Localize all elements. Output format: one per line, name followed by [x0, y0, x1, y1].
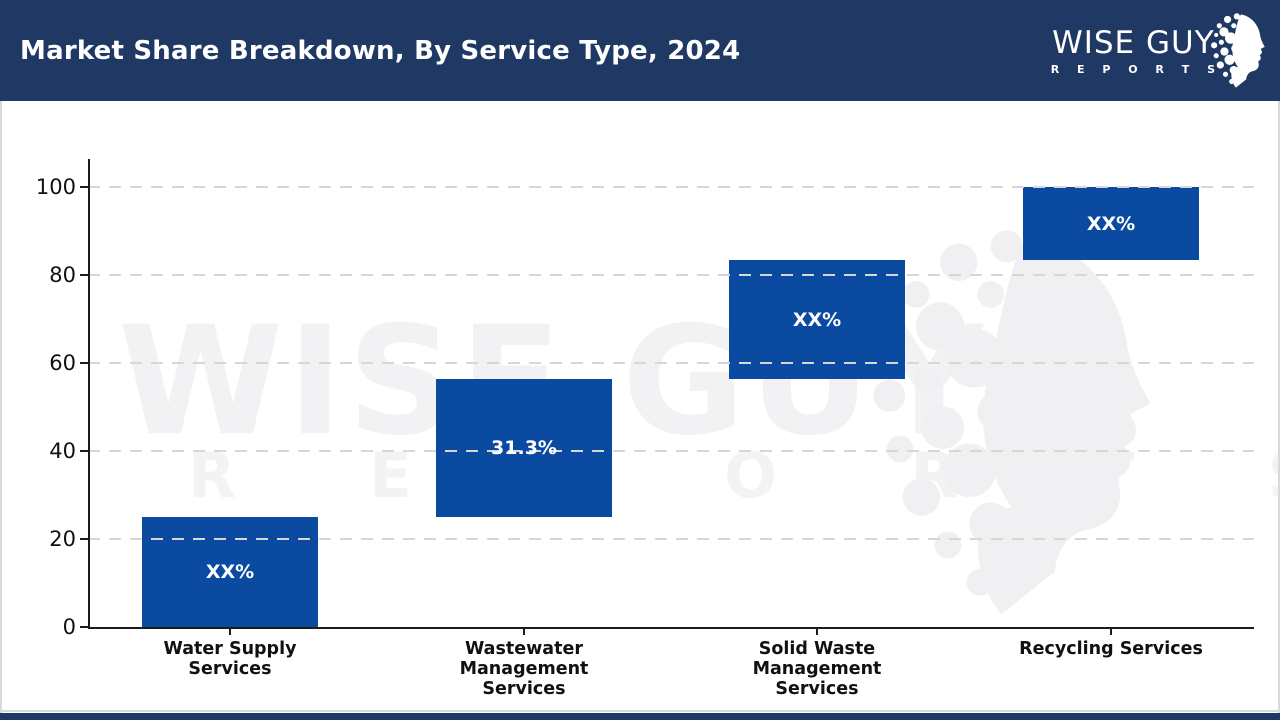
- x-category-label: Recycling Services: [1019, 639, 1203, 659]
- x-tick: [816, 629, 818, 635]
- bar-value-label: XX%: [1086, 212, 1136, 235]
- x-tick: [1110, 629, 1112, 635]
- y-tick: [80, 450, 88, 452]
- logo-word: WISE GUY: [1052, 25, 1215, 61]
- y-tick: [80, 362, 88, 364]
- watermark-head-icon: [873, 230, 1151, 615]
- y-axis-label: 100: [35, 175, 76, 199]
- bar: [1023, 187, 1199, 261]
- y-tick: [80, 274, 88, 276]
- logo-subtext: R E P O R T S: [1050, 63, 1222, 76]
- bar: [729, 260, 905, 380]
- x-tick: [523, 629, 525, 635]
- frame-border-bottom: [0, 710, 1280, 712]
- gridline: [88, 538, 1254, 540]
- chart-area: WISE GUY R E P O R T S 0 20 40 60 80 100 Water…: [0, 101, 1280, 713]
- bar: [436, 379, 612, 517]
- bar: [142, 517, 318, 627]
- x-category-label: Water Supply Services: [163, 639, 297, 679]
- y-axis: [88, 159, 90, 629]
- wiseguy-logo: WISE GUY R E P O R T S: [1045, 4, 1272, 98]
- y-axis-label: 20: [49, 527, 76, 551]
- y-axis-label: 60: [49, 351, 76, 375]
- y-tick: [80, 538, 88, 540]
- head-logo-icon: [1211, 13, 1265, 88]
- x-tick: [229, 629, 231, 635]
- x-category-label: Wastewater Management Services: [459, 639, 589, 699]
- y-axis-label: 40: [49, 439, 76, 463]
- x-axis: [88, 627, 1254, 629]
- y-axis-label: 0: [62, 615, 76, 639]
- footer-bar: [0, 713, 1280, 720]
- gridline: [88, 274, 1254, 276]
- gridline: [88, 450, 1254, 452]
- x-category-label: Solid Waste Management Services: [752, 639, 882, 699]
- gridline: [88, 186, 1254, 188]
- bar-value-label: XX%: [792, 308, 842, 331]
- y-tick: [80, 626, 88, 628]
- frame-border-left: [0, 101, 2, 713]
- logo-wordmark: WISE GUY R E P O R T S: [1045, 26, 1222, 76]
- bar-value-label: 31.3%: [491, 437, 557, 460]
- frame-border-right: [1278, 101, 1280, 713]
- y-tick: [80, 186, 88, 188]
- page-title: Market Share Breakdown, By Service Type,…: [20, 35, 741, 66]
- y-axis-label: 80: [49, 263, 76, 287]
- header-bar: Market Share Breakdown, By Service Type,…: [0, 0, 1280, 101]
- gridline: [88, 362, 1254, 364]
- bar-value-label: XX%: [205, 561, 255, 583]
